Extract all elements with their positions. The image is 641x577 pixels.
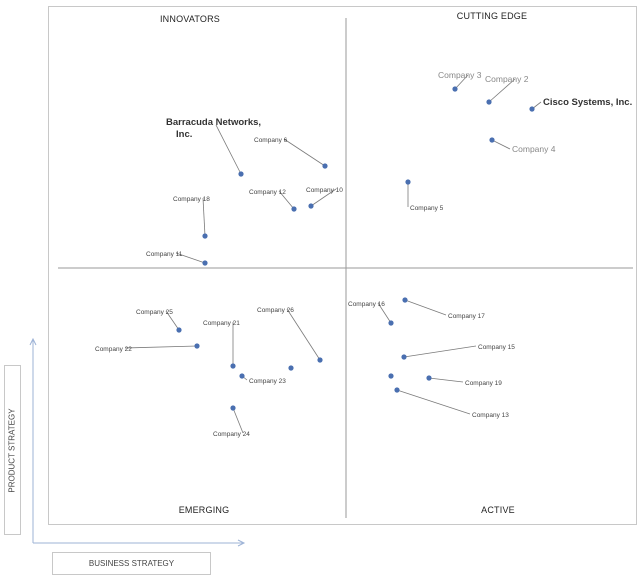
points-layer: Company 3 Company 2 Cisco Systems, Inc. Com… [95, 70, 632, 438]
leader-line-barracuda-networks-inc [215, 124, 242, 175]
y-axis-label: PRODUCT STRATEGY [8, 407, 17, 493]
y-arrow-head [29, 337, 37, 346]
point-label-company-5: Company 5 [410, 205, 444, 212]
point-label-company-26: Company 26 [257, 307, 294, 314]
point-company-19 [426, 375, 432, 381]
leader-line-company-26 [286, 308, 321, 361]
leader-line-company-13 [396, 389, 471, 415]
point-label-company-18: Company 18 [173, 196, 210, 203]
quadrant-cutting-edge-label: CUTTING EDGE [456, 11, 528, 21]
point-label-company-4: Company 4 [512, 144, 556, 154]
point-label-company-11: Company 11 [146, 251, 183, 258]
point-company-3 [452, 86, 458, 92]
point-company-13 [394, 387, 400, 393]
point-label-company-17: Company 17 [448, 313, 485, 320]
point-company-16 [388, 320, 394, 326]
point-company-10 [308, 203, 314, 209]
x-arrow-head [237, 539, 246, 547]
point-company-11 [202, 260, 208, 266]
point-company-18 [388, 373, 394, 379]
point-company-26 [317, 357, 323, 363]
point-label-company-22: Company 22 [95, 346, 132, 353]
point-company-23 [239, 373, 245, 379]
point-company-22 [194, 343, 200, 349]
point-company-5 [405, 179, 411, 185]
point-label-company-24: Company 24 [213, 431, 250, 438]
point-company-2 [486, 99, 492, 105]
leader-line-company-2 [488, 78, 516, 103]
point-label-company-25: Company 25 [136, 309, 173, 316]
leader-line-company-22 [124, 345, 198, 349]
leader-line-company-6 [283, 138, 326, 167]
leader-line-company-19 [428, 377, 464, 383]
point-company-17 [402, 297, 408, 303]
point-company-24 [230, 405, 236, 411]
point-label-barracuda-networks-inc: Barracuda Networks, [166, 117, 261, 128]
point-company-25 [176, 327, 182, 333]
point-company-4 [489, 137, 495, 143]
point-label-company-3: Company 3 [438, 70, 482, 80]
point-label-company-23: Company 23 [249, 378, 286, 385]
leader-line-company-12 [278, 190, 295, 210]
leader-line-company-18 [202, 197, 206, 237]
quadrant-active-label: ACTIVE [481, 505, 515, 515]
point-company-18 [202, 233, 208, 239]
leader-line-company-24 [232, 407, 244, 434]
quadrant-emerging-label: EMERGING [178, 505, 230, 515]
point-label-company-19: Company 19 [465, 380, 502, 387]
point-company-15 [401, 354, 407, 360]
point-company-23b [288, 365, 294, 371]
x-axis-label-box: BUSINESS STRATEGY [52, 552, 211, 575]
point-label-company-2: Company 2 [485, 74, 529, 84]
point-label-company-6: Company 6 [254, 137, 288, 144]
point-company-12 [291, 206, 297, 212]
leader-line-company-11 [175, 252, 206, 264]
point-label-company-16: Company 16 [348, 301, 385, 308]
point-label-barracuda-networks-inc: Inc. [176, 129, 192, 140]
leader-line-company-15 [403, 345, 477, 358]
point-label-company-15: Company 15 [478, 344, 515, 351]
leader-line-company-10 [310, 188, 337, 207]
quadrant-innovators-label: INNOVATORS [159, 14, 220, 24]
leader-line-company-25 [165, 310, 180, 331]
point-company-6 [322, 163, 328, 169]
point-label-company-13: Company 13 [472, 412, 509, 419]
leader-line-company-3 [454, 74, 469, 90]
point-label-company-12: Company 12 [249, 189, 286, 196]
leader-line-company-4 [491, 139, 511, 150]
point-label-cisco-systems-inc: Cisco Systems, Inc. [543, 97, 632, 108]
x-axis-label: BUSINESS STRATEGY [88, 559, 175, 568]
leader-line-company-16 [377, 302, 392, 324]
point-cisco-systems-inc [529, 106, 535, 112]
leader-line-company-17 [404, 299, 447, 316]
point-label-company-21: Company 21 [203, 320, 240, 327]
point-barracuda-networks-inc [238, 171, 244, 177]
point-company-21 [230, 363, 236, 369]
y-axis-label-box: PRODUCT STRATEGY [4, 365, 21, 535]
point-label-company-10: Company 10 [306, 187, 343, 194]
chart-frame [48, 6, 637, 525]
